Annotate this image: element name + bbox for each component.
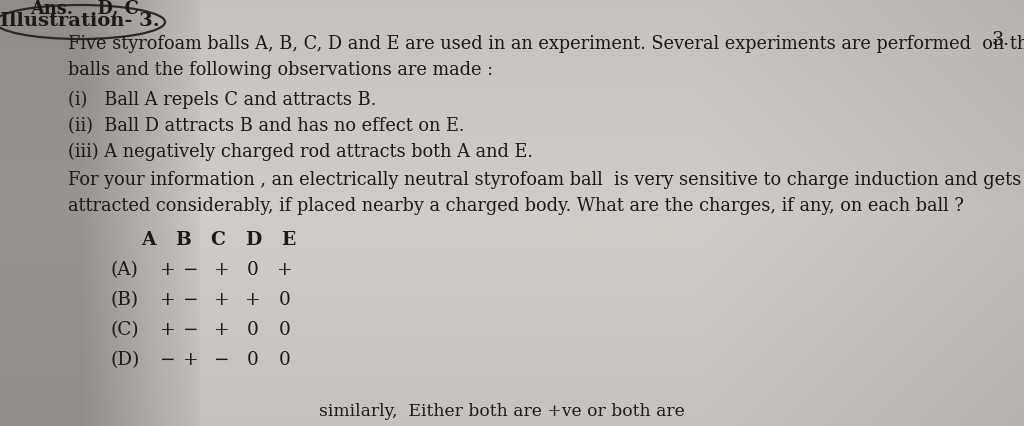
Text: −: −	[214, 351, 229, 369]
Text: (ii)  Ball D attracts B and has no effect on E.: (ii) Ball D attracts B and has no effect…	[68, 117, 464, 135]
Text: attracted considerably, if placed nearby a charged body. What are the charges, i: attracted considerably, if placed nearby…	[68, 197, 964, 215]
Text: balls and the following observations are made :: balls and the following observations are…	[68, 61, 494, 79]
Text: 0: 0	[247, 261, 259, 279]
Text: Illustration- 3.: Illustration- 3.	[0, 12, 160, 30]
Text: +: +	[214, 321, 229, 339]
Text: 0: 0	[247, 351, 259, 369]
Text: +: +	[245, 291, 261, 309]
Text: (C): (C)	[110, 321, 138, 339]
Text: +: +	[214, 291, 229, 309]
Text: 0: 0	[247, 321, 259, 339]
Text: 0: 0	[280, 291, 291, 309]
Text: +: +	[160, 261, 176, 279]
Text: +: +	[183, 351, 199, 369]
Text: −: −	[160, 351, 176, 369]
Text: similarly,  Either both are +ve or both are: similarly, Either both are +ve or both a…	[275, 403, 685, 420]
Text: C: C	[211, 231, 225, 249]
Text: (D): (D)	[110, 351, 139, 369]
Text: D: D	[245, 231, 261, 249]
Text: +: +	[160, 291, 176, 309]
Text: 3.: 3.	[992, 31, 1010, 49]
Text: (i)   Ball A repels C and attracts B.: (i) Ball A repels C and attracts B.	[68, 91, 376, 109]
Text: +: +	[160, 321, 176, 339]
Text: 0: 0	[280, 321, 291, 339]
Text: (A): (A)	[110, 261, 138, 279]
Text: Ans.    D, C: Ans. D, C	[30, 0, 138, 18]
Text: (B): (B)	[110, 291, 138, 309]
Text: (iii) A negatively charged rod attracts both A and E.: (iii) A negatively charged rod attracts …	[68, 143, 532, 161]
Text: For your information , an electrically neutral styrofoam ball  is very sensitive: For your information , an electrically n…	[68, 171, 1021, 189]
Text: A: A	[140, 231, 156, 249]
Text: E: E	[281, 231, 295, 249]
Text: Five styrofoam balls A, B, C, D and E are used in an experiment. Several experim: Five styrofoam balls A, B, C, D and E ar…	[68, 35, 1024, 53]
Text: −: −	[183, 291, 199, 309]
Text: 0: 0	[280, 351, 291, 369]
Text: −: −	[183, 261, 199, 279]
Text: B: B	[175, 231, 190, 249]
Text: +: +	[278, 261, 293, 279]
Text: −: −	[183, 321, 199, 339]
Text: +: +	[214, 261, 229, 279]
